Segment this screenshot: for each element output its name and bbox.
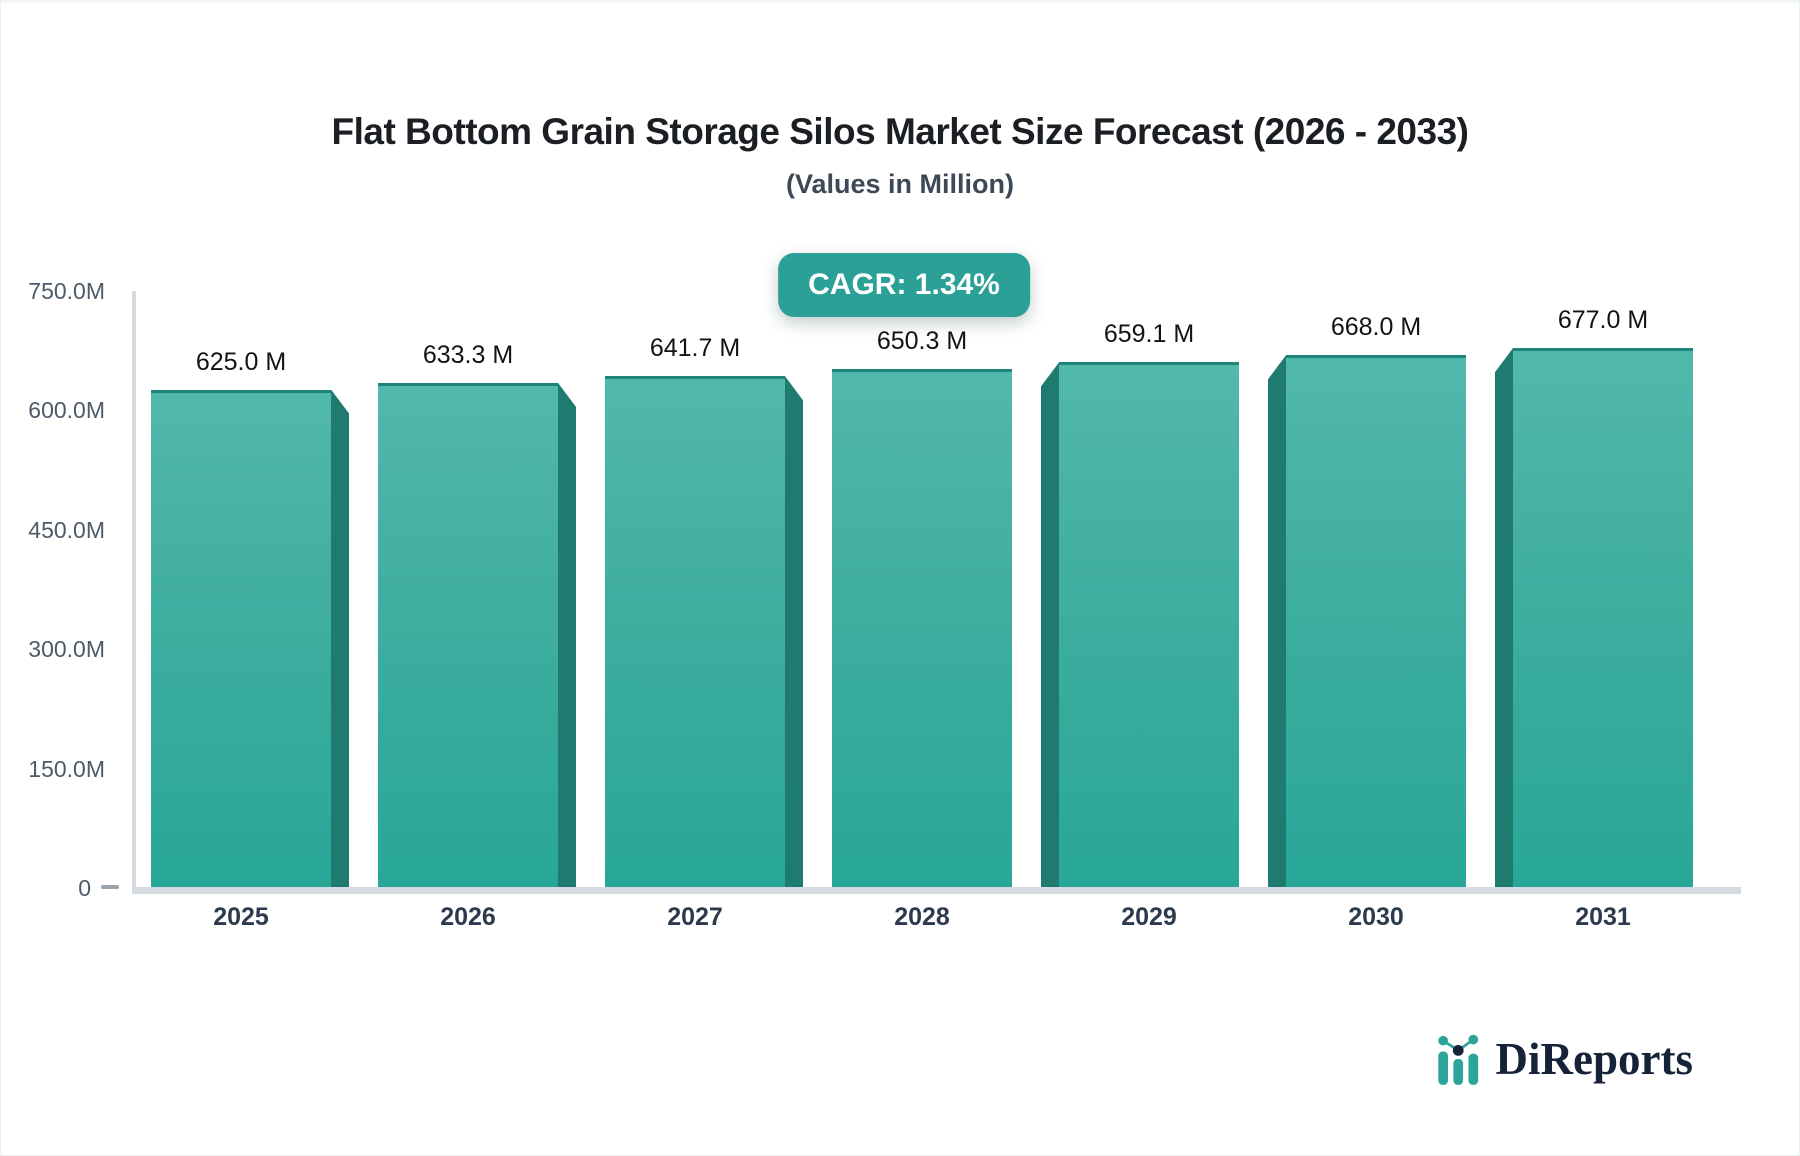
bar-2029 [1059, 362, 1239, 887]
bar-value-label: 641.7 M [649, 334, 741, 363]
bar-2026 [378, 382, 558, 887]
x-axis-label-2027: 2027 [667, 903, 723, 931]
cagr-badge: CAGR: 1.34% [778, 253, 1030, 317]
bar-side-face [558, 382, 576, 887]
chart-subtitle: (Values in Million) [785, 169, 1015, 199]
bar-2025 [151, 389, 331, 887]
bar-2031 [1513, 348, 1693, 887]
x-axis-label-2030: 2030 [1348, 903, 1404, 931]
bar-value-label: 625.0 M [195, 347, 287, 376]
direports-logo: DiReports [1437, 1031, 1693, 1087]
y-axis-tick-label: 450.0M [28, 516, 105, 543]
x-axis-label-2031: 2031 [1575, 903, 1631, 931]
y-axis-tick-label: 750.0M [28, 278, 105, 304]
direports-logo-text: DiReports [1495, 1033, 1693, 1084]
bar-2028 [832, 369, 1012, 887]
y-axis-tick-label: 300.0M [28, 636, 105, 663]
bar-value-label: 650.3 M [876, 327, 968, 356]
bar-side-face [1041, 362, 1059, 887]
y-axis-line [132, 291, 136, 894]
bar-value-label: 633.3 M [422, 340, 514, 369]
x-axis-label-2029: 2029 [1121, 903, 1177, 931]
chart-title: Flat Bottom Grain Storage Silos Market S… [331, 111, 1469, 152]
bar-value-label: 677.0 M [1557, 306, 1649, 335]
bar-value-label: 659.1 M [1103, 320, 1195, 349]
y-axis-tick-label: 600.0M [28, 397, 105, 424]
zero-tick-mark [101, 885, 119, 889]
y-axis-tick-label: 0 [78, 875, 91, 901]
x-axis-label-2025: 2025 [213, 903, 269, 931]
y-axis-tick-label: 150.0M [28, 755, 105, 782]
bar-side-face [1268, 355, 1286, 887]
bar-side-face [331, 389, 349, 887]
bar-2027 [605, 376, 785, 887]
bar-side-face [785, 376, 803, 887]
direports-logo-icon [1437, 1034, 1478, 1085]
x-axis-label-2026: 2026 [440, 903, 496, 931]
bar-value-label: 668.0 M [1330, 313, 1422, 342]
x-axis-baseline [132, 887, 1741, 894]
page-top-strip [1, 1, 1799, 4]
x-axis-label-2028: 2028 [894, 903, 950, 931]
bar-2030 [1286, 355, 1466, 887]
bar-side-face [1495, 348, 1513, 887]
